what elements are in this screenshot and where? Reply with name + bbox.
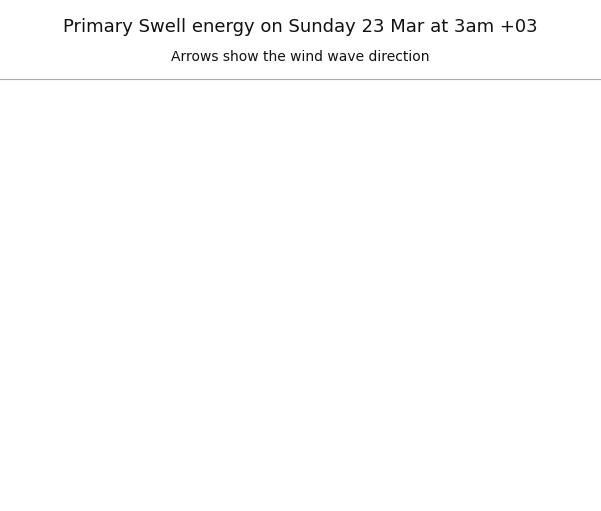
Text: Primary Swell energy on Sunday 23 Mar at 3am +03: Primary Swell energy on Sunday 23 Mar at… (63, 18, 538, 36)
Text: cartopy required: cartopy required (219, 286, 382, 306)
Text: Arrows show the wind wave direction: Arrows show the wind wave direction (171, 50, 430, 64)
